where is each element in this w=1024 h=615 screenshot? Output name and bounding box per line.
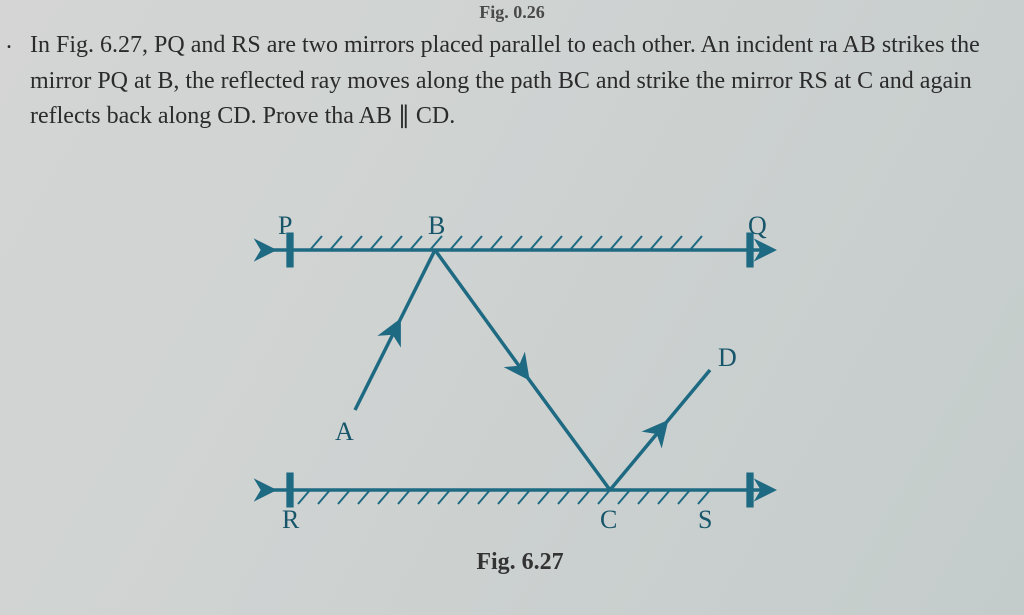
mirror-diagram-svg: P B Q A D R C S bbox=[200, 190, 840, 550]
label-s: S bbox=[698, 505, 712, 534]
figure-caption: Fig. 6.27 bbox=[200, 549, 840, 576]
label-b: B bbox=[428, 211, 445, 240]
label-d: D bbox=[718, 343, 737, 372]
list-marker: . bbox=[6, 28, 12, 55]
label-c: C bbox=[600, 505, 617, 534]
label-q: Q bbox=[748, 211, 767, 240]
hatch-pq bbox=[310, 236, 702, 250]
figure-6-27: P B Q A D R C S Fig. 6.27 bbox=[200, 190, 840, 590]
page: Fig. 0.26 . In Fig. 6.27, PQ and RS are … bbox=[0, 0, 1024, 615]
label-r: R bbox=[282, 505, 300, 534]
ray-ab bbox=[355, 250, 435, 410]
hatch-rs bbox=[298, 490, 710, 504]
problem-text: In Fig. 6.27, PQ and RS are two mirrors … bbox=[30, 28, 1016, 135]
label-a: A bbox=[335, 417, 354, 446]
label-p: P bbox=[278, 211, 292, 240]
top-fig-ref: Fig. 0.26 bbox=[479, 2, 545, 23]
ray-cd bbox=[610, 370, 710, 490]
ray-bc bbox=[435, 250, 610, 490]
